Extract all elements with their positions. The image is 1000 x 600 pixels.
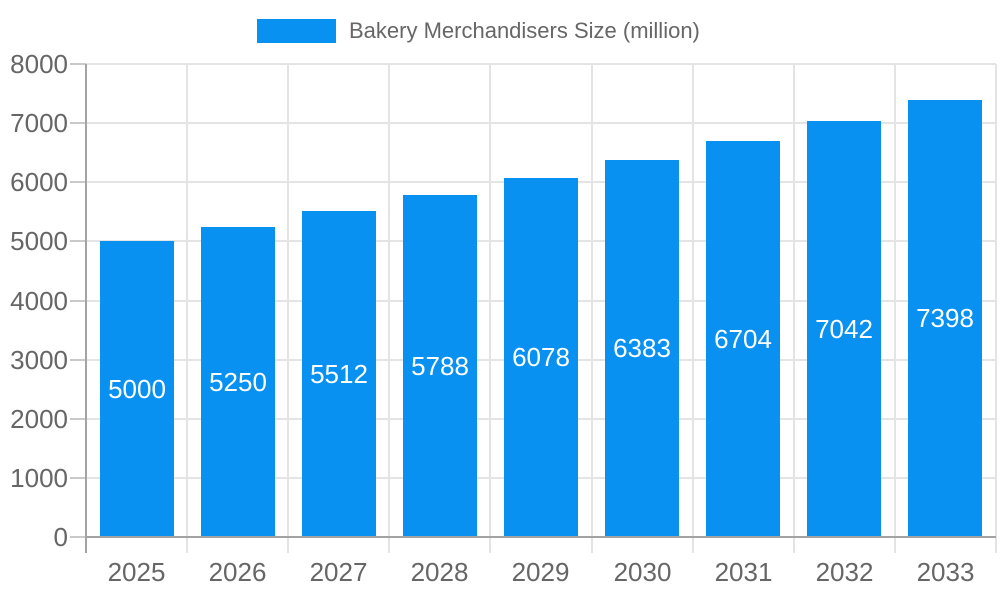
y-axis-tick-label: 1000 <box>10 463 68 493</box>
bar-2029[interactable] <box>504 178 578 537</box>
bar-value-label: 6704 <box>714 324 772 354</box>
y-axis-tick <box>70 300 86 302</box>
y-axis-tick-label: 0 <box>53 522 68 552</box>
y-axis-tick <box>70 181 86 183</box>
x-axis-tick-label: 2029 <box>511 557 570 587</box>
x-axis-tick-label: 2033 <box>916 557 975 587</box>
x-axis-tick-label: 2028 <box>410 557 469 587</box>
y-axis-tick-label: 3000 <box>10 345 68 375</box>
y-axis-tick-label: 2000 <box>10 404 68 434</box>
y-axis-tick <box>70 240 86 242</box>
bar-value-label: 7042 <box>815 314 873 344</box>
y-axis-tick-label: 7000 <box>10 108 68 138</box>
bar-value-label: 6078 <box>512 342 570 372</box>
bar-value-label: 5000 <box>108 374 166 404</box>
gridline-vertical <box>692 64 694 553</box>
legend-swatch <box>257 19 336 43</box>
y-axis-tick <box>70 359 86 361</box>
gridline-vertical <box>894 64 896 553</box>
x-axis-tick-label: 2032 <box>815 557 874 587</box>
y-axis-tick-label: 6000 <box>10 167 68 197</box>
x-axis-tick-label: 2025 <box>107 557 166 587</box>
bar-2026[interactable] <box>201 227 275 537</box>
y-axis-tick <box>70 536 86 538</box>
gridline-vertical <box>388 64 390 553</box>
bar-2025[interactable] <box>100 241 174 537</box>
y-axis-tick <box>70 477 86 479</box>
x-axis-tick-label: 2031 <box>714 557 773 587</box>
x-axis-line <box>86 536 996 538</box>
gridline-horizontal <box>86 63 996 65</box>
x-axis-tick-label: 2030 <box>613 557 672 587</box>
gridline-horizontal <box>86 122 996 124</box>
gridline-vertical <box>489 64 491 553</box>
bar-value-label: 5250 <box>209 367 267 397</box>
bar-value-label: 6383 <box>613 333 671 363</box>
x-axis-tick-label: 2027 <box>309 557 368 587</box>
y-axis-line <box>85 64 87 553</box>
x-axis-tick-label: 2026 <box>208 557 267 587</box>
y-axis-tick-label: 4000 <box>10 286 68 316</box>
bar-2031[interactable] <box>706 141 780 537</box>
gridline-vertical <box>995 64 997 553</box>
bar-2028[interactable] <box>403 195 477 537</box>
y-axis-tick <box>70 63 86 65</box>
legend-item[interactable]: Bakery Merchandisers Size (million) <box>257 17 700 45</box>
bar-2027[interactable] <box>302 211 376 537</box>
gridline-vertical <box>186 64 188 553</box>
bar-value-label: 7398 <box>916 303 974 333</box>
gridline-vertical <box>591 64 593 553</box>
y-axis-tick-label: 5000 <box>10 226 68 256</box>
bar-2030[interactable] <box>605 160 679 537</box>
legend-label: Bakery Merchandisers Size (million) <box>349 18 700 43</box>
bar-2032[interactable] <box>807 121 881 537</box>
y-axis-tick <box>70 418 86 420</box>
bar-2033[interactable] <box>908 100 982 537</box>
bar-value-label: 5788 <box>411 351 469 381</box>
y-axis-tick-label: 8000 <box>10 49 68 79</box>
bar-value-label: 5512 <box>310 359 368 389</box>
gridline-vertical <box>793 64 795 553</box>
y-axis-tick <box>70 122 86 124</box>
gridline-vertical <box>287 64 289 553</box>
